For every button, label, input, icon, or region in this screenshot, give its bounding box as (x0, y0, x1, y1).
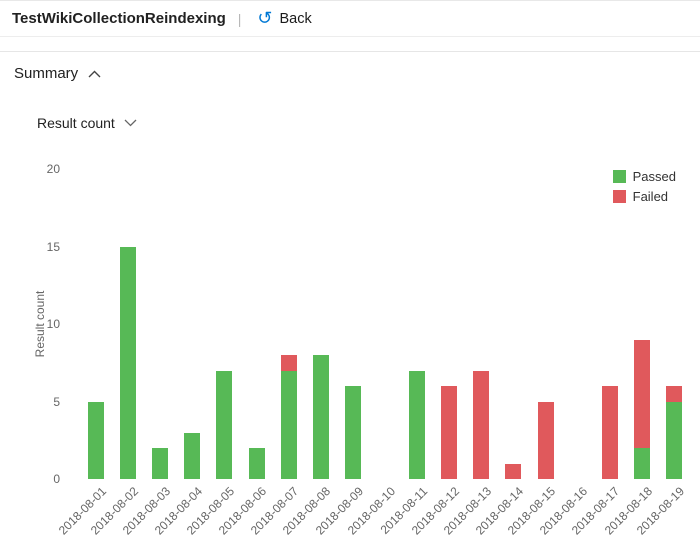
bar-stack-2018-08-15 (537, 169, 554, 479)
bar-stack-2018-08-03 (152, 169, 169, 479)
bar-stack-2018-08-11 (409, 169, 426, 479)
bar-failed-2018-08-17[interactable] (601, 386, 618, 479)
bar-stack-2018-08-14 (505, 169, 522, 479)
bar-passed-2018-08-11[interactable] (409, 370, 426, 479)
y-axis-tick-5: 5 (53, 394, 60, 409)
y-axis-ticks: 0 5 10 15 20 (0, 162, 68, 486)
bar-stack-2018-08-19 (666, 169, 683, 479)
y-axis-tick-15: 15 (46, 239, 60, 254)
bar-stack-2018-08-02 (120, 169, 137, 479)
legend-label-failed: Failed (632, 189, 669, 204)
bar-stack-2018-08-06 (248, 169, 265, 479)
summary-panel: Result count Result count 0 5 10 15 20 Passe… (0, 95, 700, 545)
bar-slot-2018-08-19 (658, 169, 690, 479)
bar-passed-2018-08-07[interactable] (280, 370, 297, 479)
bar-slot-2018-08-13 (465, 169, 497, 479)
chevron-down-icon (124, 119, 137, 127)
bar-passed-2018-08-18[interactable] (633, 448, 650, 479)
chart-header: Result count (35, 111, 700, 135)
bar-slot-2018-08-03 (144, 169, 176, 479)
bar-slot-2018-08-14 (497, 169, 529, 479)
bar-passed-2018-08-19[interactable] (666, 401, 683, 479)
result-count-chart: Result count 0 5 10 15 20 Passed Failed 2018-… (0, 162, 700, 545)
bar-stack-2018-08-18 (633, 169, 650, 479)
bar-stack-2018-08-13 (473, 169, 490, 479)
bar-stack-2018-08-10 (377, 169, 393, 479)
y-axis-tick-0: 0 (53, 472, 60, 486)
bar-stack-2018-08-01 (88, 169, 105, 479)
back-label: Back (279, 10, 312, 27)
bar-slot-2018-08-10 (369, 169, 401, 479)
summary-section-header[interactable]: Summary (0, 51, 700, 95)
bar-stack-2018-08-07 (280, 169, 297, 479)
bar-slot-2018-08-16 (562, 169, 594, 479)
bar-passed-2018-08-02[interactable] (120, 246, 137, 479)
bar-slot-2018-08-09 (337, 169, 369, 479)
bar-slot-2018-08-12 (433, 169, 465, 479)
chart-legend: Passed Failed (612, 169, 676, 204)
metric-dropdown-label: Result count (37, 115, 115, 131)
bar-slot-2018-08-07 (273, 169, 305, 479)
bar-passed-2018-08-06[interactable] (248, 448, 265, 479)
bar-passed-2018-08-04[interactable] (184, 432, 201, 479)
bar-passed-2018-08-05[interactable] (216, 370, 233, 479)
x-label-slot-2018-08-19: 2018-08-19 (633, 479, 690, 545)
bar-slot-2018-08-17 (594, 169, 626, 479)
bar-stack-2018-08-05 (216, 169, 233, 479)
bar-slot-2018-08-06 (241, 169, 273, 479)
bar-slot-2018-08-08 (305, 169, 337, 479)
back-button[interactable]: ↺ Back (253, 8, 315, 30)
title-separator: | (237, 10, 242, 27)
bar-passed-2018-08-01[interactable] (88, 401, 105, 479)
bar-passed-2018-08-03[interactable] (152, 448, 169, 479)
chevron-up-icon (88, 70, 101, 78)
bar-failed-2018-08-14[interactable] (505, 463, 522, 479)
bar-stack-2018-08-09 (344, 169, 361, 479)
legend-item-failed: Failed (612, 189, 676, 204)
legend-label-passed: Passed (632, 169, 676, 184)
run-title: TestWikiCollectionReindexing (12, 10, 226, 27)
bar-stack-2018-08-04 (184, 169, 201, 479)
bar-failed-2018-08-18[interactable] (633, 339, 650, 448)
legend-swatch-failed (612, 190, 626, 203)
bar-failed-2018-08-19[interactable] (666, 386, 683, 402)
bar-failed-2018-08-12[interactable] (441, 386, 458, 479)
legend-swatch-passed (612, 170, 626, 183)
bar-slot-2018-08-11 (401, 169, 433, 479)
bar-stack-2018-08-12 (441, 169, 458, 479)
bar-failed-2018-08-15[interactable] (537, 401, 554, 479)
y-axis-tick-20: 20 (46, 162, 60, 176)
bar-failed-2018-08-07[interactable] (280, 355, 297, 371)
y-axis-tick-10: 10 (46, 317, 60, 331)
bar-passed-2018-08-09[interactable] (344, 386, 361, 479)
bar-passed-2018-08-08[interactable] (312, 355, 329, 479)
summary-title: Summary (14, 65, 79, 82)
bar-slot-2018-08-01 (80, 169, 112, 479)
bar-slot-2018-08-18 (626, 169, 658, 479)
bar-slot-2018-08-15 (530, 169, 562, 479)
legend-item-passed: Passed (612, 169, 676, 184)
bar-stack-2018-08-08 (312, 169, 329, 479)
bar-slot-2018-08-04 (176, 169, 208, 479)
back-arrow-icon: ↺ (257, 7, 273, 28)
plot-area: Passed Failed (80, 169, 690, 479)
x-axis-labels: 2018-08-01 2018-08-02 2018-08-03 2018-08-04… (55, 479, 690, 545)
bar-stack-2018-08-17 (601, 169, 618, 479)
bar-slot-2018-08-05 (208, 169, 240, 479)
bar-stack-2018-08-16 (570, 169, 586, 479)
metric-dropdown[interactable]: Result count (35, 113, 139, 133)
bar-slot-2018-08-02 (112, 169, 144, 479)
bar-failed-2018-08-13[interactable] (473, 370, 490, 479)
top-bar: TestWikiCollectionReindexing | ↺ Back (0, 0, 700, 37)
